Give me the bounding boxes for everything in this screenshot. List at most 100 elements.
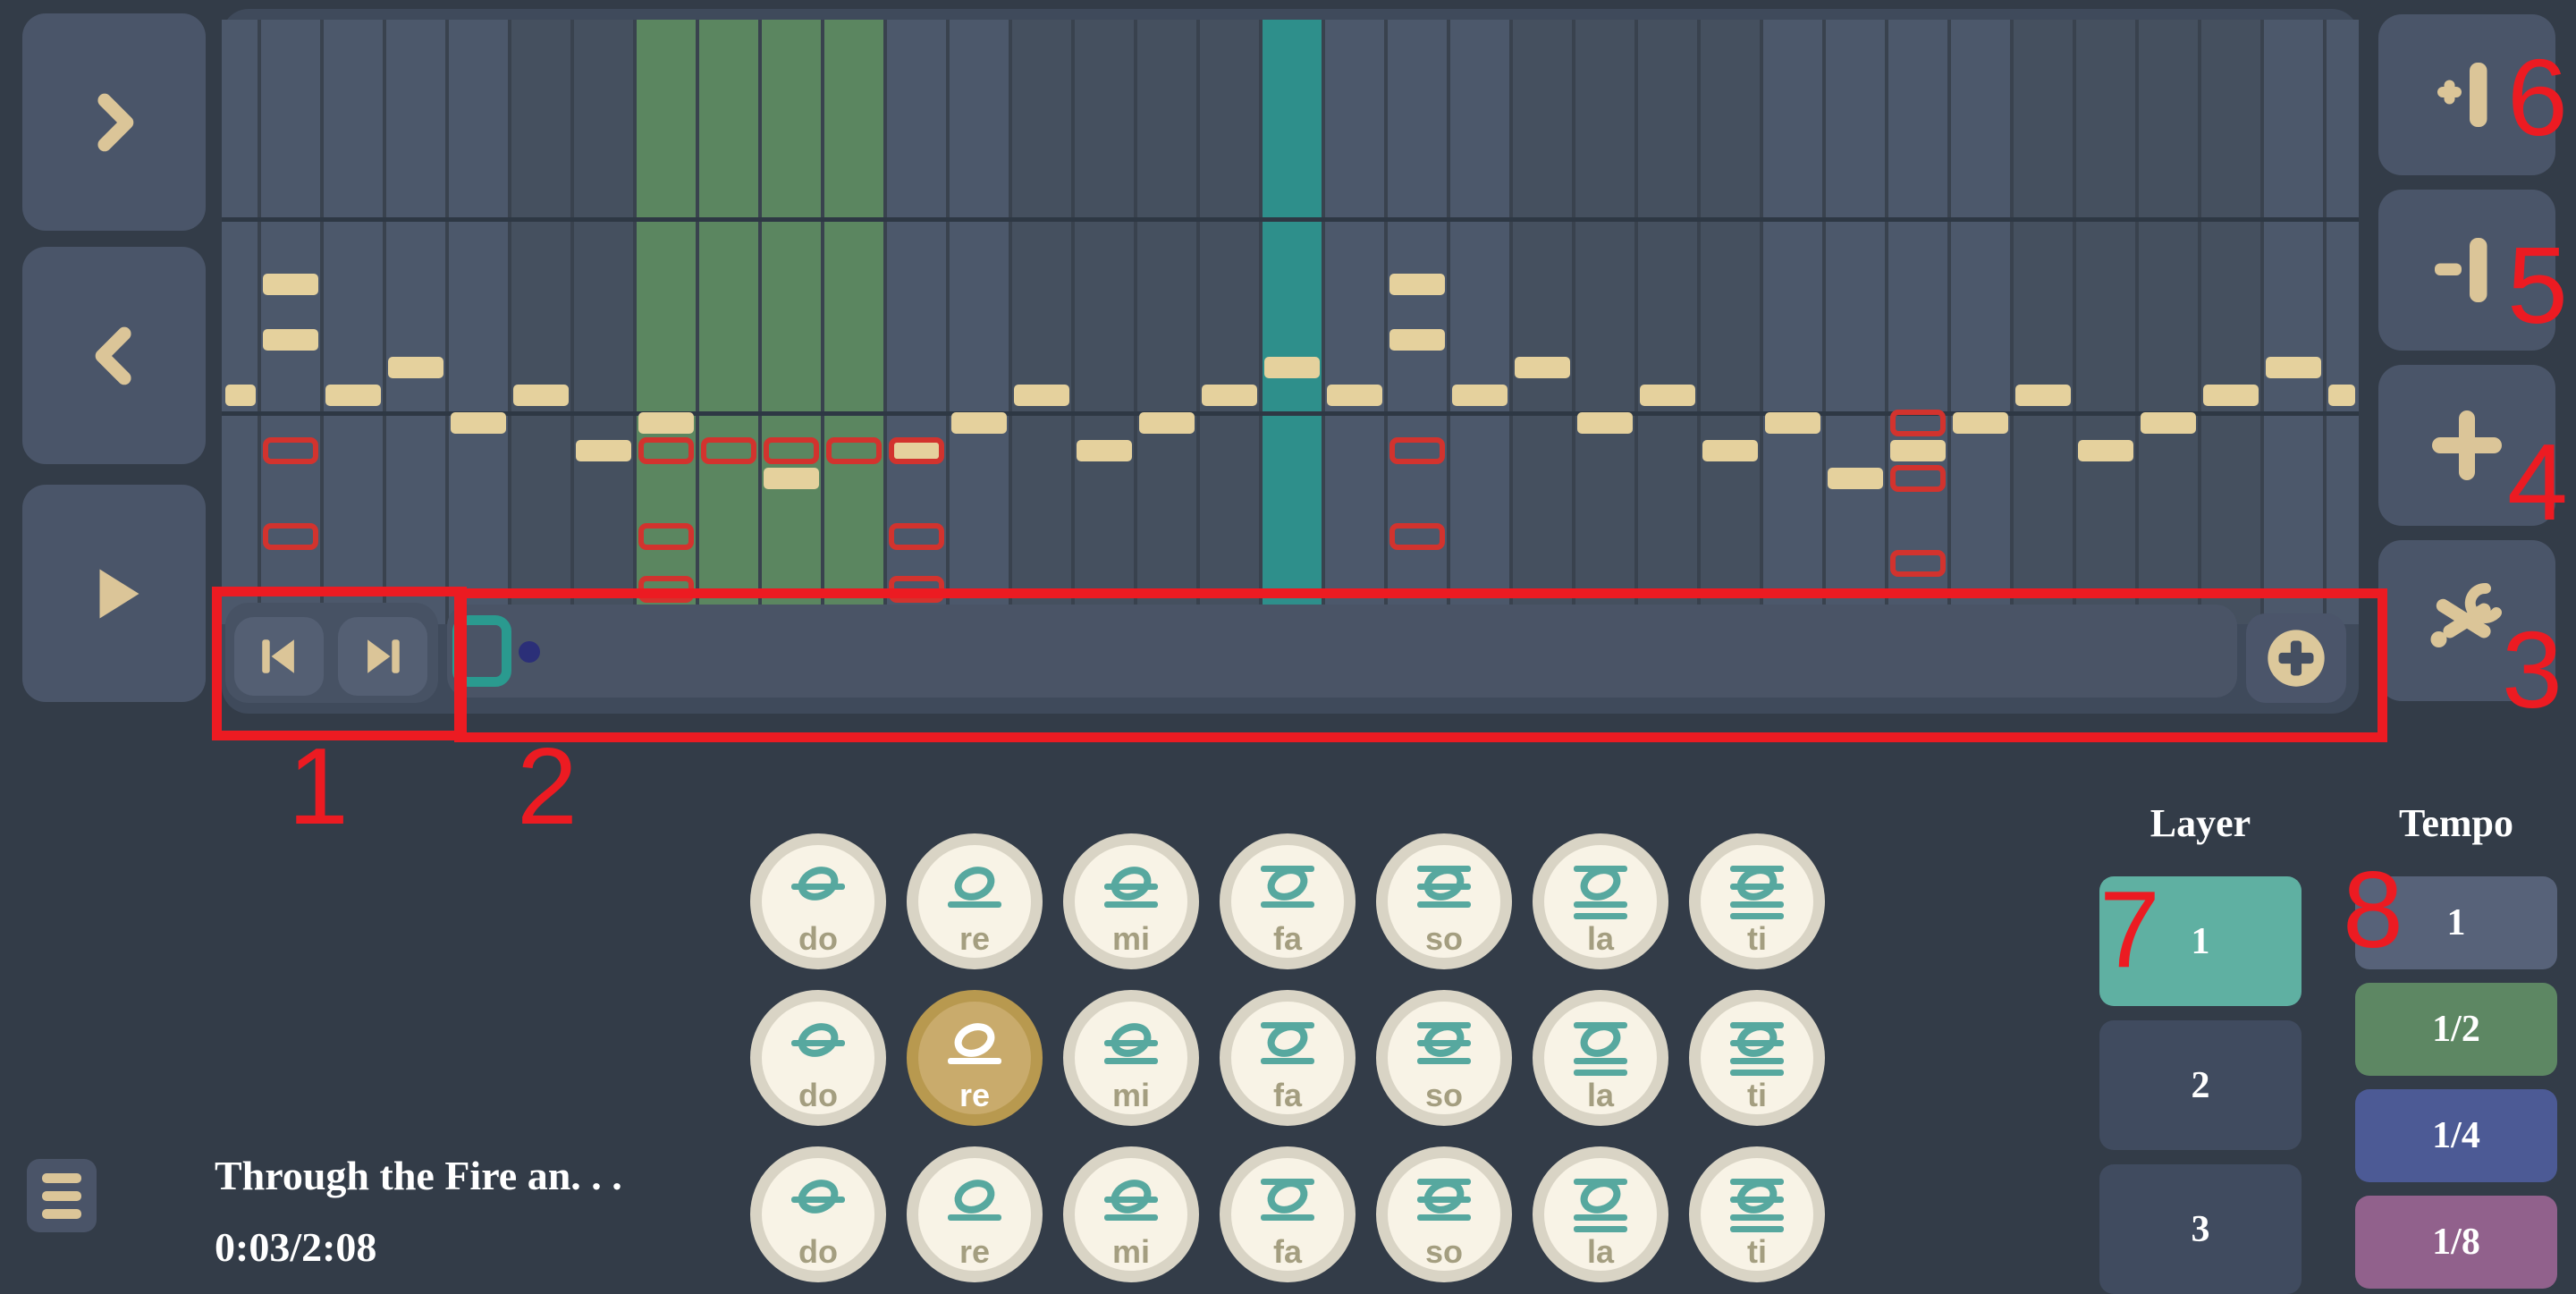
note-block-ghost[interactable] xyxy=(1890,410,1946,436)
skip-forward-button[interactable] xyxy=(338,617,427,696)
solfege-button-mi[interactable]: mi xyxy=(1063,990,1199,1126)
tempo-button-1-4[interactable]: 1/4 xyxy=(2355,1089,2557,1182)
grid-column[interactable] xyxy=(384,20,447,624)
note-block[interactable] xyxy=(1577,412,1633,434)
solfege-button-re[interactable]: re xyxy=(907,1146,1043,1282)
note-block-ghost[interactable] xyxy=(1389,523,1445,550)
grid-column[interactable] xyxy=(1323,20,1386,624)
note-block[interactable] xyxy=(1014,385,1069,406)
note-block[interactable] xyxy=(1640,385,1695,406)
grid-column[interactable] xyxy=(948,20,1010,624)
play-button[interactable] xyxy=(22,485,206,702)
note-block[interactable] xyxy=(2078,440,2133,461)
note-block-ghost[interactable] xyxy=(826,437,882,464)
grid-column[interactable] xyxy=(222,20,259,624)
note-block-ghost[interactable] xyxy=(1890,465,1946,492)
nav-prev-button[interactable] xyxy=(22,247,206,464)
solfege-button-la[interactable]: la xyxy=(1533,1146,1668,1282)
note-block[interactable] xyxy=(263,274,318,295)
note-block-ghost[interactable] xyxy=(638,437,694,464)
solfege-button-so[interactable]: so xyxy=(1376,1146,1512,1282)
grid-column[interactable] xyxy=(510,20,572,624)
note-block[interactable] xyxy=(1202,385,1257,406)
grid-column[interactable] xyxy=(1198,20,1261,624)
note-block[interactable] xyxy=(951,412,1007,434)
note-block-ghost[interactable] xyxy=(263,437,318,464)
grid-column[interactable] xyxy=(1699,20,1761,624)
remove-beat-button[interactable] xyxy=(2378,190,2555,351)
note-block[interactable] xyxy=(1890,440,1946,461)
solfege-button-fa[interactable]: fa xyxy=(1220,833,1356,969)
grid-column[interactable] xyxy=(1949,20,2012,624)
note-block[interactable] xyxy=(1515,357,1570,378)
skip-back-button[interactable] xyxy=(234,617,324,696)
note-block[interactable] xyxy=(576,440,631,461)
grid-column[interactable] xyxy=(1448,20,1511,624)
note-block-ghost[interactable] xyxy=(638,576,694,603)
grid-column[interactable] xyxy=(1636,20,1699,624)
nav-next-button[interactable] xyxy=(22,13,206,231)
note-block-ghost[interactable] xyxy=(701,437,756,464)
note-block[interactable] xyxy=(638,412,694,434)
solfege-button-la[interactable]: la xyxy=(1533,990,1668,1126)
note-block[interactable] xyxy=(451,412,506,434)
note-block-ghost[interactable] xyxy=(889,523,944,550)
note-block[interactable] xyxy=(1327,385,1382,406)
grid-column[interactable] xyxy=(2137,20,2200,624)
grid-column-highlight-green[interactable] xyxy=(823,20,885,624)
timeline-section-handle[interactable] xyxy=(452,615,511,687)
solfege-button-fa[interactable]: fa xyxy=(1220,1146,1356,1282)
grid-column[interactable] xyxy=(447,20,510,624)
note-block[interactable] xyxy=(1077,440,1132,461)
layer-button-3[interactable]: 3 xyxy=(2099,1164,2302,1294)
tempo-button-1-selected[interactable]: 1 xyxy=(2355,876,2557,969)
note-block[interactable] xyxy=(225,385,256,406)
note-block[interactable] xyxy=(1828,468,1883,489)
grid-column[interactable] xyxy=(572,20,635,624)
menu-button[interactable] xyxy=(27,1159,97,1232)
note-block[interactable] xyxy=(2015,385,2071,406)
add-beat-button[interactable] xyxy=(2378,14,2555,175)
note-block-ghost[interactable] xyxy=(638,523,694,550)
note-block[interactable] xyxy=(2203,385,2259,406)
note-block[interactable] xyxy=(388,357,443,378)
tempo-button-1-8[interactable]: 1/8 xyxy=(2355,1196,2557,1289)
grid-column[interactable] xyxy=(1761,20,1824,624)
grid-column-highlight-green[interactable] xyxy=(760,20,823,624)
note-block[interactable] xyxy=(1139,412,1195,434)
solfege-button-ti[interactable]: ti xyxy=(1689,990,1825,1126)
note-block[interactable] xyxy=(1264,357,1320,378)
note-block[interactable] xyxy=(1389,329,1445,351)
layer-button-2[interactable]: 2 xyxy=(2099,1020,2302,1150)
grid-column-highlight-green[interactable] xyxy=(697,20,760,624)
note-block-ghost[interactable] xyxy=(889,576,944,603)
note-block[interactable] xyxy=(263,329,318,351)
grid-column[interactable] xyxy=(1887,20,1949,624)
grid-column[interactable] xyxy=(2074,20,2137,624)
note-block[interactable] xyxy=(2328,385,2355,406)
note-block[interactable] xyxy=(1389,274,1445,295)
grid-column[interactable] xyxy=(2325,20,2359,624)
note-block-ghost[interactable] xyxy=(764,437,819,464)
grid-column[interactable] xyxy=(1073,20,1136,624)
note-block[interactable] xyxy=(513,385,569,406)
solfege-button-so[interactable]: so xyxy=(1376,833,1512,969)
note-block[interactable] xyxy=(1953,412,2008,434)
grid-column[interactable] xyxy=(2012,20,2074,624)
grid-column[interactable] xyxy=(1136,20,1198,624)
note-block[interactable] xyxy=(1702,440,1758,461)
grid-column-playhead[interactable] xyxy=(1261,20,1323,624)
note-block[interactable] xyxy=(2266,357,2321,378)
solfege-button-la[interactable]: la xyxy=(1533,833,1668,969)
note-block[interactable] xyxy=(1452,385,1508,406)
solfege-button-fa[interactable]: fa xyxy=(1220,990,1356,1126)
grid-column[interactable] xyxy=(1010,20,1073,624)
solfege-button-do[interactable]: do xyxy=(750,1146,886,1282)
grid-column[interactable] xyxy=(1511,20,1574,624)
solfege-button-ti[interactable]: ti xyxy=(1689,1146,1825,1282)
note-block[interactable] xyxy=(1765,412,1820,434)
solfege-button-ti[interactable]: ti xyxy=(1689,833,1825,969)
solfege-button-re-selected[interactable]: re xyxy=(907,990,1043,1126)
note-block-ghost[interactable] xyxy=(263,523,318,550)
solfege-button-mi[interactable]: mi xyxy=(1063,833,1199,969)
